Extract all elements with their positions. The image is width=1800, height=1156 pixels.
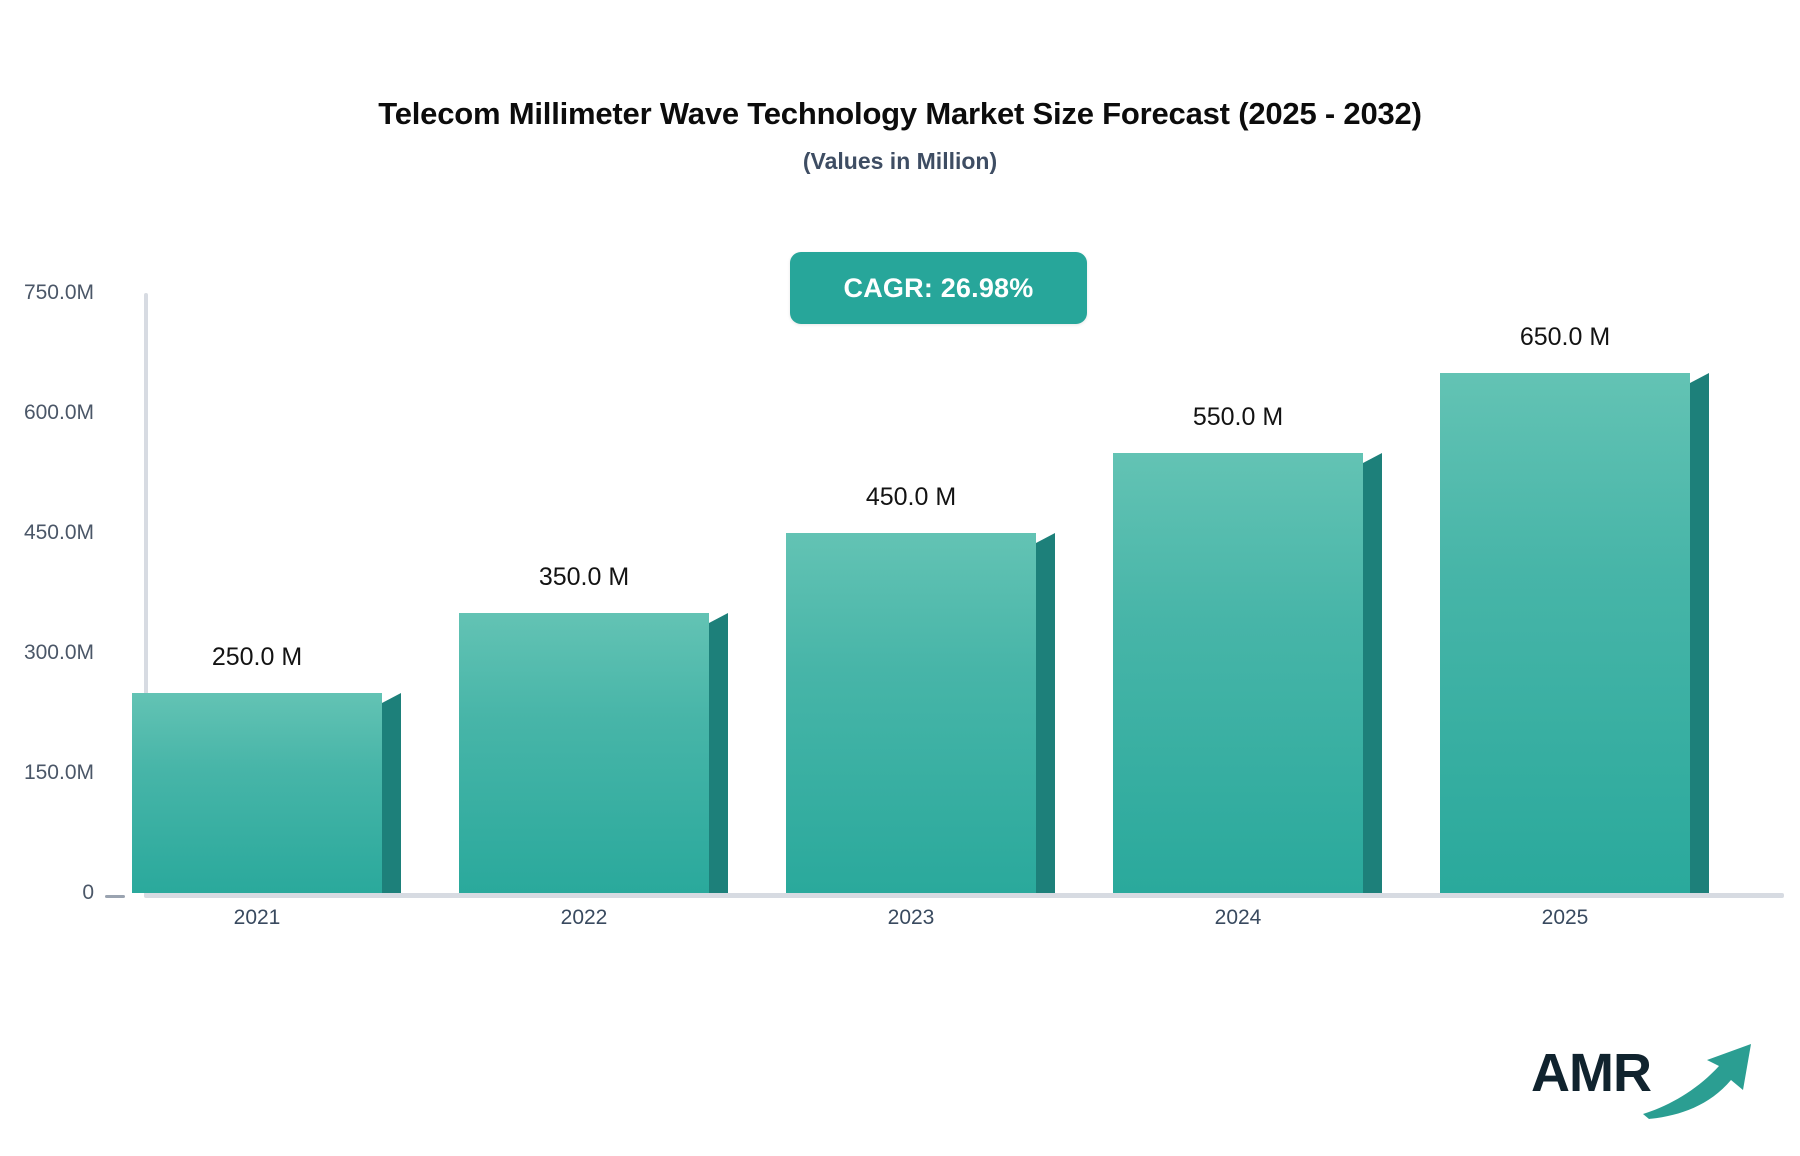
bar-value-label: 550.0 M xyxy=(1192,403,1284,431)
chart-title: Telecom Millimeter Wave Technology Marke… xyxy=(378,96,1422,131)
cagr-badge: CAGR: 26.98% xyxy=(790,252,1087,324)
plot-area: 0 150.0M 300.0M 450.0M 600.0M 750.0M 250.0 M 3… xyxy=(0,0,1800,1000)
amr-logo: AMR xyxy=(1531,1038,1761,1120)
bar-side-face xyxy=(382,703,401,893)
bar-2022 xyxy=(459,613,728,893)
x-axis-tick-label-2022: 2022 xyxy=(560,906,608,929)
bar-2023 xyxy=(786,533,1055,893)
y-axis-tick-label: 750.0M xyxy=(23,281,94,304)
bar-front-face xyxy=(132,693,382,893)
x-axis-tick-label-2024: 2024 xyxy=(1214,906,1262,929)
x-axis-tick-label-2025: 2025 xyxy=(1541,906,1589,929)
bar-front-face xyxy=(459,613,709,893)
bar-value-label: 450.0 M xyxy=(865,483,957,511)
bar-front-face xyxy=(786,533,1036,893)
y-axis-tick-label: 0 xyxy=(82,881,94,904)
bar-front-face xyxy=(1113,453,1363,893)
bar-value-label: 250.0 M xyxy=(211,643,303,671)
y-axis-tick-label: 600.0M xyxy=(23,401,94,424)
bar-front-face xyxy=(1440,373,1690,893)
chart-subtitle: (Values in Million) xyxy=(802,148,998,174)
bar-2021 xyxy=(132,693,401,893)
trend-up-arrow-icon xyxy=(1639,1040,1761,1125)
bar-value-label: 350.0 M xyxy=(538,563,630,591)
y-axis-tick-label: 450.0M xyxy=(23,521,94,544)
cagr-badge-label: CAGR: 26.98% xyxy=(843,272,1034,303)
amr-logo-text: AMR xyxy=(1531,1043,1652,1103)
bar-side-face xyxy=(1036,543,1055,893)
x-axis-tick-label-2023: 2023 xyxy=(887,906,935,929)
bar-2025 xyxy=(1440,373,1709,893)
bar-2024 xyxy=(1113,453,1382,893)
bar-side-face xyxy=(1363,463,1382,893)
y-axis-tick-label: 150.0M xyxy=(23,761,94,784)
bar-side-face xyxy=(1690,383,1709,893)
bar-side-face xyxy=(709,623,728,893)
y-axis-zero-tick-mark xyxy=(105,895,125,898)
y-axis-tick-label: 300.0M xyxy=(23,641,94,664)
bar-value-label: 650.0 M xyxy=(1519,323,1611,351)
x-axis-line xyxy=(144,893,1784,898)
x-axis-tick-label-2021: 2021 xyxy=(233,906,281,929)
y-axis-line xyxy=(144,293,148,895)
